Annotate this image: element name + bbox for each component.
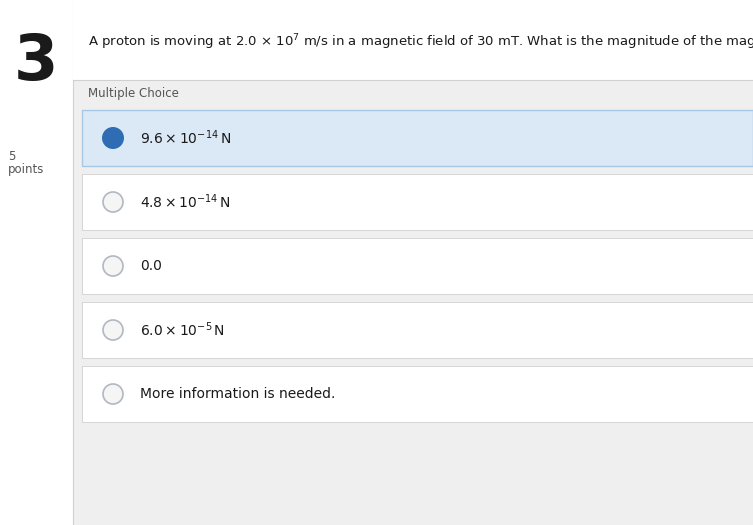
Text: 3: 3 — [14, 31, 58, 93]
Circle shape — [103, 320, 123, 340]
FancyBboxPatch shape — [73, 0, 753, 80]
Text: 0.0: 0.0 — [140, 259, 162, 273]
FancyBboxPatch shape — [82, 110, 753, 166]
Text: $6.0 \times 10^{-5}\,\mathrm{N}$: $6.0 \times 10^{-5}\,\mathrm{N}$ — [140, 321, 225, 339]
Text: $9.6 \times 10^{-14}\,\mathrm{N}$: $9.6 \times 10^{-14}\,\mathrm{N}$ — [140, 129, 231, 148]
FancyBboxPatch shape — [82, 238, 753, 294]
Circle shape — [102, 127, 124, 149]
Text: A proton is moving at 2.0 $\times$ 10$^{7}$ m/s in a magnetic field of 30 mT. Wh: A proton is moving at 2.0 $\times$ 10$^{… — [88, 32, 753, 52]
Text: 5: 5 — [8, 151, 15, 163]
Text: More information is needed.: More information is needed. — [140, 387, 335, 401]
Text: Multiple Choice: Multiple Choice — [88, 87, 179, 100]
Text: points: points — [8, 163, 44, 175]
FancyBboxPatch shape — [82, 174, 753, 230]
Circle shape — [103, 384, 123, 404]
FancyBboxPatch shape — [0, 0, 73, 525]
FancyBboxPatch shape — [82, 366, 753, 422]
Text: $4.8 \times 10^{-14}\,\mathrm{N}$: $4.8 \times 10^{-14}\,\mathrm{N}$ — [140, 193, 230, 211]
FancyBboxPatch shape — [82, 302, 753, 358]
Circle shape — [103, 256, 123, 276]
FancyBboxPatch shape — [73, 0, 753, 525]
Circle shape — [103, 192, 123, 212]
